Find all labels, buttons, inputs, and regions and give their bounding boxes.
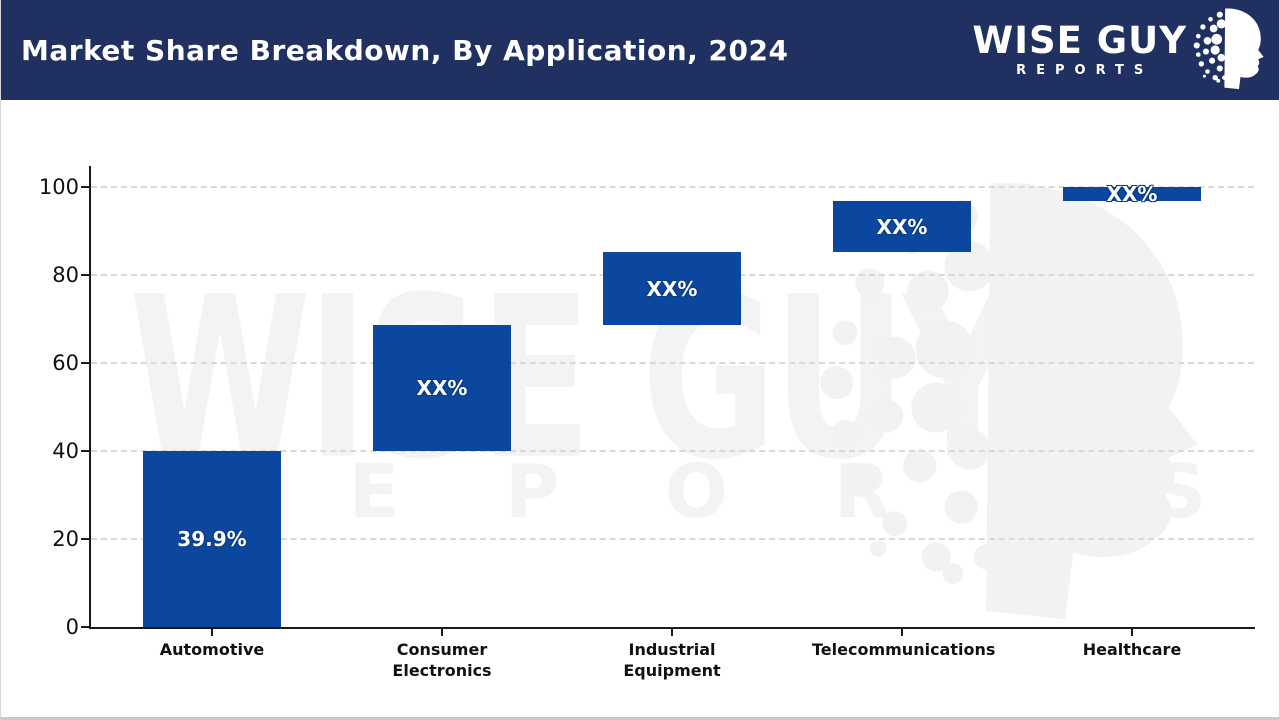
gridline-100 bbox=[91, 186, 1254, 188]
y-tick-label-20: 20 bbox=[52, 527, 79, 551]
bar-value-label: XX% bbox=[646, 276, 698, 301]
y-tick-0 bbox=[81, 626, 90, 628]
logo-subtitle: REPORTS bbox=[1016, 63, 1154, 78]
gridline-40 bbox=[91, 450, 1254, 452]
x-tick-3 bbox=[901, 627, 903, 636]
wise-guy-logo: WISE GUY REPORTS bbox=[972, 6, 1269, 94]
x-axis-spine bbox=[89, 627, 1255, 629]
y-tick-label-40: 40 bbox=[52, 439, 79, 463]
chart-title: Market Share Breakdown, By Application, … bbox=[21, 33, 789, 67]
watermark-subtitle: R E P O R T S bbox=[186, 449, 1247, 535]
x-category-label-2: Industrial Equipment bbox=[623, 640, 721, 680]
bar-value-label: 39.9% bbox=[177, 527, 247, 552]
x-tick-1 bbox=[441, 627, 443, 636]
bar-value-label: XX% bbox=[416, 376, 468, 401]
bar-telecommunications: XX% bbox=[833, 201, 971, 253]
bar-value-label: XX% bbox=[876, 214, 928, 239]
bar-automotive: 39.9% bbox=[143, 451, 281, 627]
y-tick-20 bbox=[81, 538, 90, 540]
logo-wordmark: WISE GUY bbox=[972, 19, 1187, 62]
x-category-label-1: Consumer Electronics bbox=[392, 640, 492, 680]
x-tick-2 bbox=[671, 627, 673, 636]
gridline-20 bbox=[91, 538, 1254, 540]
x-category-label-3: Telecommunications bbox=[812, 640, 996, 659]
y-tick-60 bbox=[81, 362, 90, 364]
y-axis-spine bbox=[89, 166, 91, 629]
y-tick-label-0: 0 bbox=[65, 615, 79, 639]
head-profile-icon bbox=[1189, 7, 1269, 93]
gridline-60 bbox=[91, 362, 1254, 364]
bar-industrial-equipment: XX% bbox=[603, 252, 741, 326]
logo-text: WISE GUY REPORTS bbox=[972, 22, 1187, 78]
x-tick-4 bbox=[1131, 627, 1133, 636]
x-category-label-4: Healthcare bbox=[1082, 640, 1182, 659]
y-tick-40 bbox=[81, 450, 90, 452]
bar-consumer-electronics: XX% bbox=[373, 325, 511, 452]
y-tick-label-100: 100 bbox=[38, 175, 79, 199]
y-tick-100 bbox=[81, 186, 90, 188]
bar-healthcare: XX% bbox=[1063, 182, 1201, 206]
y-tick-label-80: 80 bbox=[52, 263, 79, 287]
y-tick-label-60: 60 bbox=[52, 351, 79, 375]
header-bar: Market Share Breakdown, By Application, … bbox=[1, 0, 1279, 100]
x-tick-0 bbox=[211, 627, 213, 636]
bar-value-label: XX% bbox=[1106, 182, 1158, 207]
x-category-label-0: Automotive bbox=[159, 640, 265, 659]
y-tick-80 bbox=[81, 274, 90, 276]
